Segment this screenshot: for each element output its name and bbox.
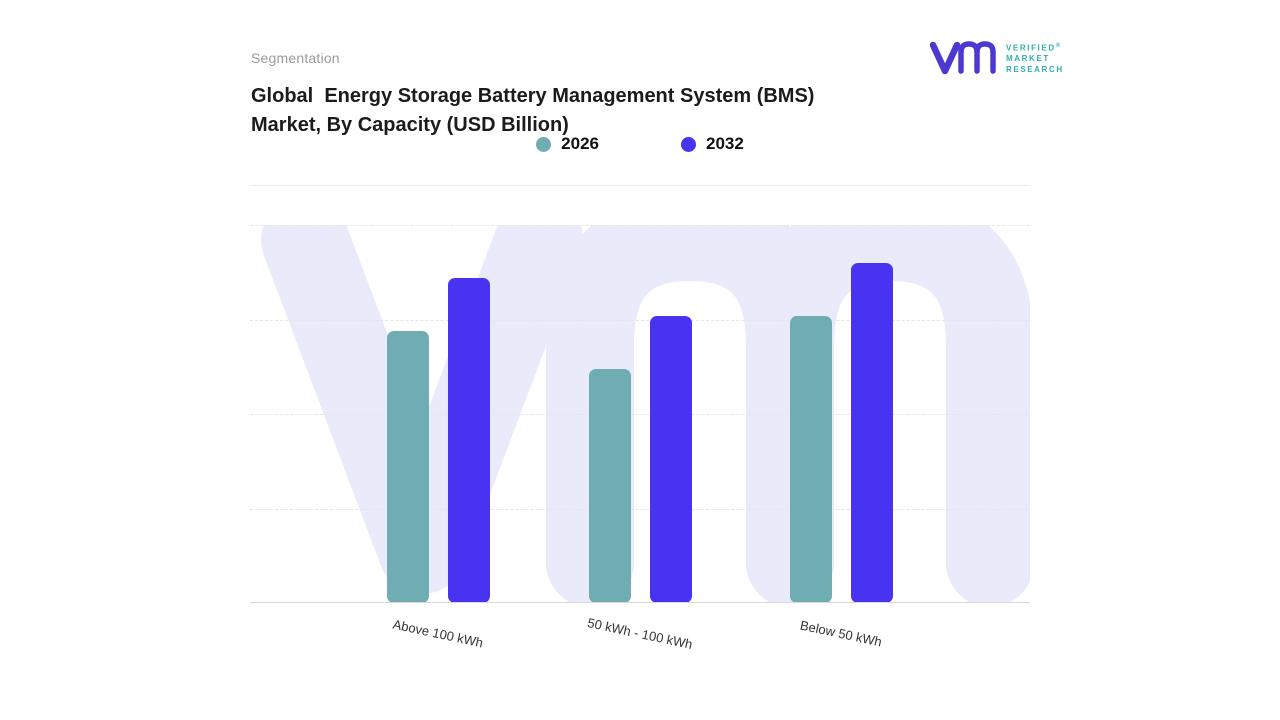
bar-2032-Below 50 kWh	[851, 262, 893, 603]
legend-item-2032: 2032	[681, 134, 744, 154]
category-label: Above 100 kWh	[391, 616, 485, 651]
bar-group	[790, 225, 893, 603]
registered-mark: ®	[1055, 42, 1062, 49]
legend-label-2026: 2026	[561, 134, 599, 153]
legend-label-2032: 2032	[706, 134, 744, 153]
bar-2032-Above 100 kWh	[448, 277, 490, 603]
brand-line-1: VERIFIED®	[1006, 42, 1062, 53]
brand-wordmark: VERIFIED® MARKET RESEARCH	[1006, 41, 1064, 76]
legend-item-2026: 2026	[536, 134, 599, 154]
legend-dot-2026	[536, 136, 552, 152]
brand-logo: VERIFIED® MARKET RESEARCH	[928, 38, 1064, 78]
legend-dot-2032	[681, 136, 696, 152]
brand-line-3: RESEARCH	[1006, 65, 1064, 75]
bar-group	[589, 225, 692, 603]
bar-2026-50 kWh - 100 kWh	[589, 368, 631, 603]
brand-line-2: MARKET	[1006, 54, 1050, 64]
category-label: 50 kWh - 100 kWh	[586, 615, 694, 652]
vm-logo-icon	[928, 38, 998, 78]
chart-title: Global Energy Storage Battery Management…	[251, 85, 821, 136]
bar-2026-Above 100 kWh	[387, 330, 429, 603]
eyebrow-label: Segmentation	[251, 50, 340, 66]
category-label: Below 50 kWh	[798, 617, 884, 650]
legend: 2026 2032	[250, 134, 1030, 154]
bar-2032-50 kWh - 100 kWh	[650, 315, 692, 603]
x-axis-baseline	[250, 602, 1030, 603]
bar-2026-Below 50 kWh	[790, 315, 832, 603]
header-divider	[250, 185, 1030, 186]
plot-area: Above 100 kWh 50 kWh - 100 kWh Below 50 …	[250, 193, 1034, 652]
bar-group	[387, 225, 490, 603]
